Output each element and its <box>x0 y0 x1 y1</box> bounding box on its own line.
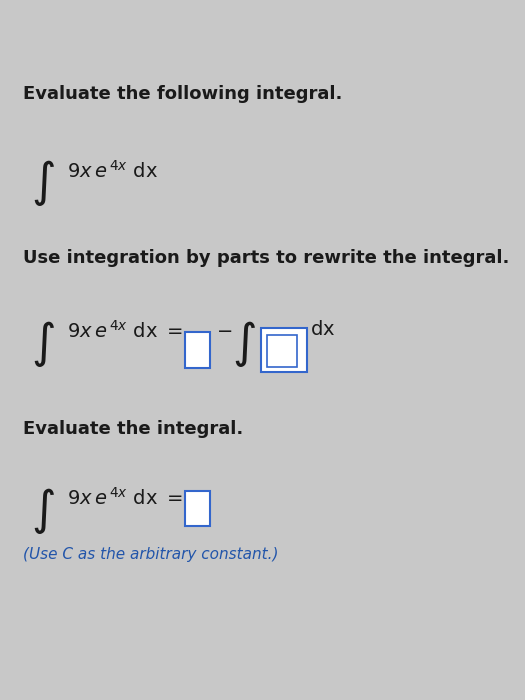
Text: $\int$: $\int$ <box>31 318 55 369</box>
Text: $9x\,e^{\,4x}\ \mathrm{dx}\ =$: $9x\,e^{\,4x}\ \mathrm{dx}\ =$ <box>67 487 183 510</box>
Text: $9x\,e^{\,4x}\ \mathrm{dx}\ =$: $9x\,e^{\,4x}\ \mathrm{dx}\ =$ <box>67 320 183 342</box>
Text: Evaluate the integral.: Evaluate the integral. <box>23 420 243 438</box>
FancyBboxPatch shape <box>267 335 297 367</box>
Text: Evaluate the following integral.: Evaluate the following integral. <box>23 85 342 103</box>
Text: Use integration by parts to rewrite the integral.: Use integration by parts to rewrite the … <box>23 249 509 267</box>
Text: $\mathrm{dx}$: $\mathrm{dx}$ <box>310 320 335 339</box>
FancyBboxPatch shape <box>261 328 307 372</box>
Text: $\int$: $\int$ <box>31 158 55 209</box>
FancyBboxPatch shape <box>185 332 209 368</box>
Text: $-$: $-$ <box>216 320 232 339</box>
FancyBboxPatch shape <box>185 491 209 526</box>
Text: $9x\,e^{\,4x}\ \mathrm{dx}$: $9x\,e^{\,4x}\ \mathrm{dx}$ <box>67 160 158 181</box>
Text: $\int$: $\int$ <box>31 486 55 536</box>
Text: $\int$: $\int$ <box>232 318 256 369</box>
Text: (Use C as the arbitrary constant.): (Use C as the arbitrary constant.) <box>23 547 278 561</box>
